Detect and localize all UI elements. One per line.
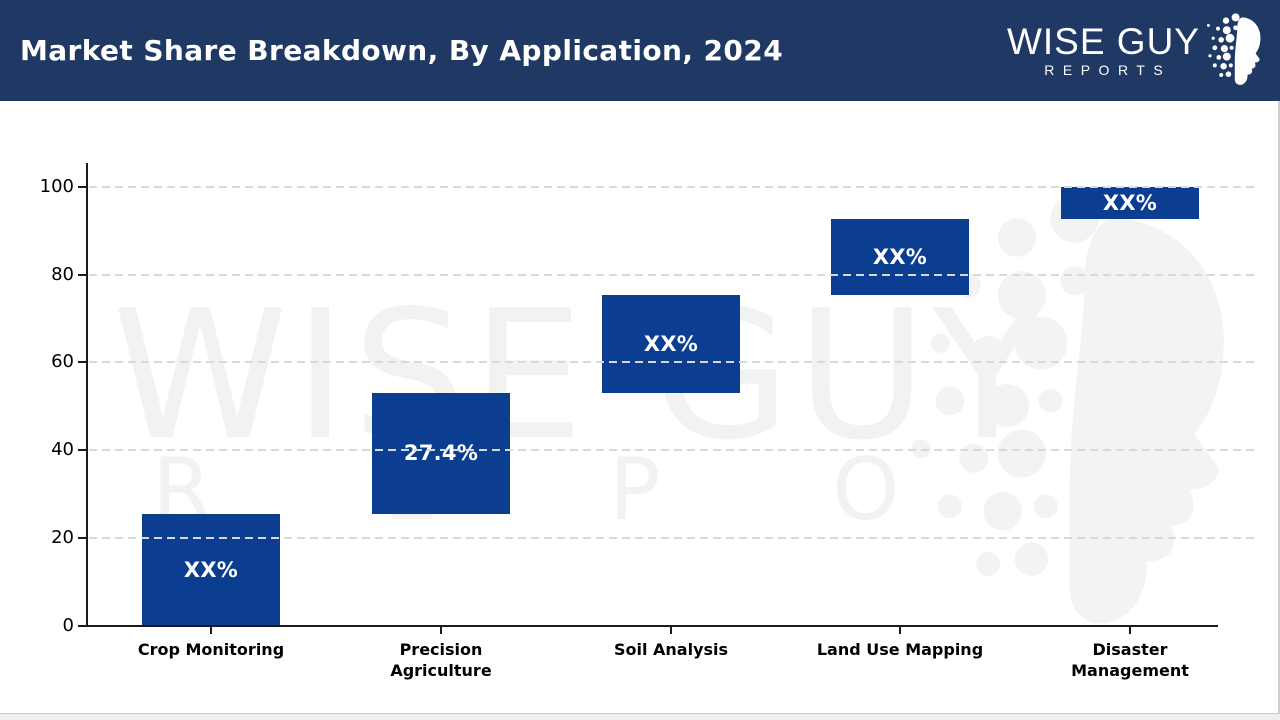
x-tick-0 (210, 627, 212, 634)
category-label-4: Disaster Management (1071, 640, 1189, 680)
gridline-40 (89, 449, 1255, 452)
y-tick-80 (78, 273, 87, 276)
y-tick-label-20: 20 (51, 527, 74, 549)
brand-logo-wordmark: WISE GUY (1006, 21, 1200, 62)
x-tick-1 (440, 627, 442, 634)
x-tick-3 (899, 627, 901, 634)
bar-land-use-mapping: XX% (831, 219, 969, 295)
brand-logo-text: WISE GUY REPORTS (1006, 21, 1200, 79)
brand-logo-subtext: REPORTS (1044, 62, 1172, 78)
category-label-2: Soil Analysis (613, 640, 729, 659)
bar-crop-monitoring: XX% (142, 513, 280, 626)
y-tick-label-40: 40 (51, 439, 74, 461)
y-tick-60 (78, 361, 87, 364)
bar-soil-analysis: XX% (602, 294, 740, 394)
x-tick-4 (1129, 627, 1131, 634)
brand-logo: WISE GUY REPORTS (1007, 11, 1266, 91)
gridline-20 (89, 537, 1255, 540)
y-tick-label-0: 0 (62, 615, 74, 636)
bar-value-label: XX% (1102, 191, 1158, 215)
bar-value-label: 27.4% (403, 441, 479, 466)
y-tick-20 (78, 537, 87, 540)
gridline-100 (89, 185, 1255, 188)
y-tick-0 (78, 625, 87, 627)
bar-value-label: XX% (872, 245, 928, 270)
bar-value-label: XX% (643, 331, 699, 356)
x-axis-line (86, 625, 1218, 627)
category-label-0: Crop Monitoring (137, 640, 285, 659)
y-tick-label-100: 100 (39, 175, 74, 197)
bar-value-label: XX% (183, 557, 239, 582)
y-tick-label-60: 60 (51, 351, 74, 373)
footer-strip (0, 713, 1280, 720)
category-label-3: Land Use Mapping (816, 640, 984, 659)
gridline-80 (89, 273, 1255, 276)
bar-disaster-management: XX% (1061, 186, 1199, 220)
y-tick-100 (78, 185, 87, 188)
bar-precision-agriculture: 27.4% (372, 393, 510, 514)
page-title: Market Share Breakdown, By Application, … (20, 34, 784, 67)
header-bar: Market Share Breakdown, By Application, … (0, 0, 1280, 101)
gridline-60 (89, 361, 1255, 364)
x-tick-2 (670, 627, 672, 634)
y-tick-40 (78, 449, 87, 452)
y-axis-line (86, 163, 88, 627)
brand-face-icon (1206, 12, 1261, 85)
y-tick-label-80: 80 (51, 263, 74, 285)
category-label-1: Precision Agriculture (390, 640, 492, 680)
